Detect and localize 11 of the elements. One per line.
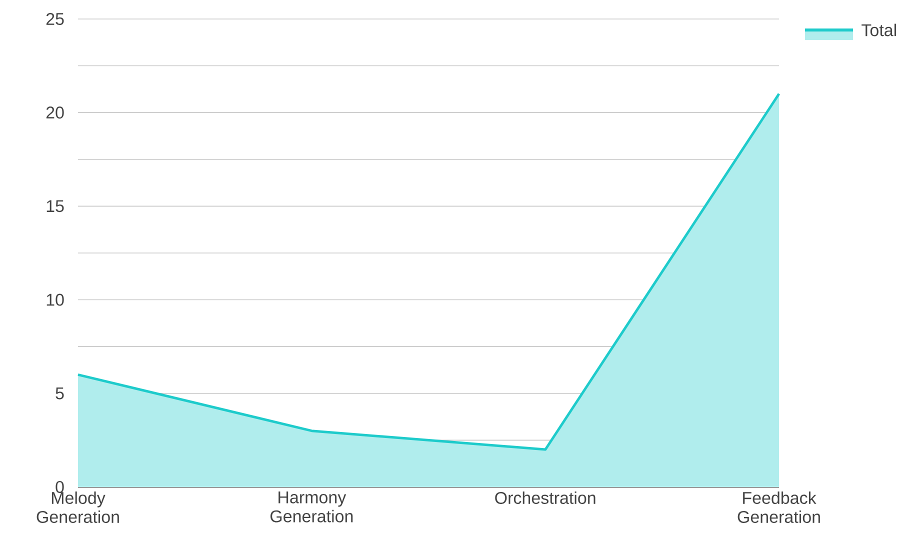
y-tick-label: 5 [56,387,64,400]
y-tick-label: 25 [46,12,64,26]
y-tick-label: 20 [46,106,64,119]
x-tick-label: Feedback Generation [738,492,820,523]
y-tick-label: 15 [46,200,64,212]
legend-label: Total [862,24,896,36]
y-tick-label: 0 [56,480,64,494]
x-tick-label: Melody Generation [36,492,119,523]
x-tick-label: Orchestration [495,492,596,504]
x-tick-label: Harmony Generation [270,491,353,522]
y-tick-label: 10 [46,294,64,306]
